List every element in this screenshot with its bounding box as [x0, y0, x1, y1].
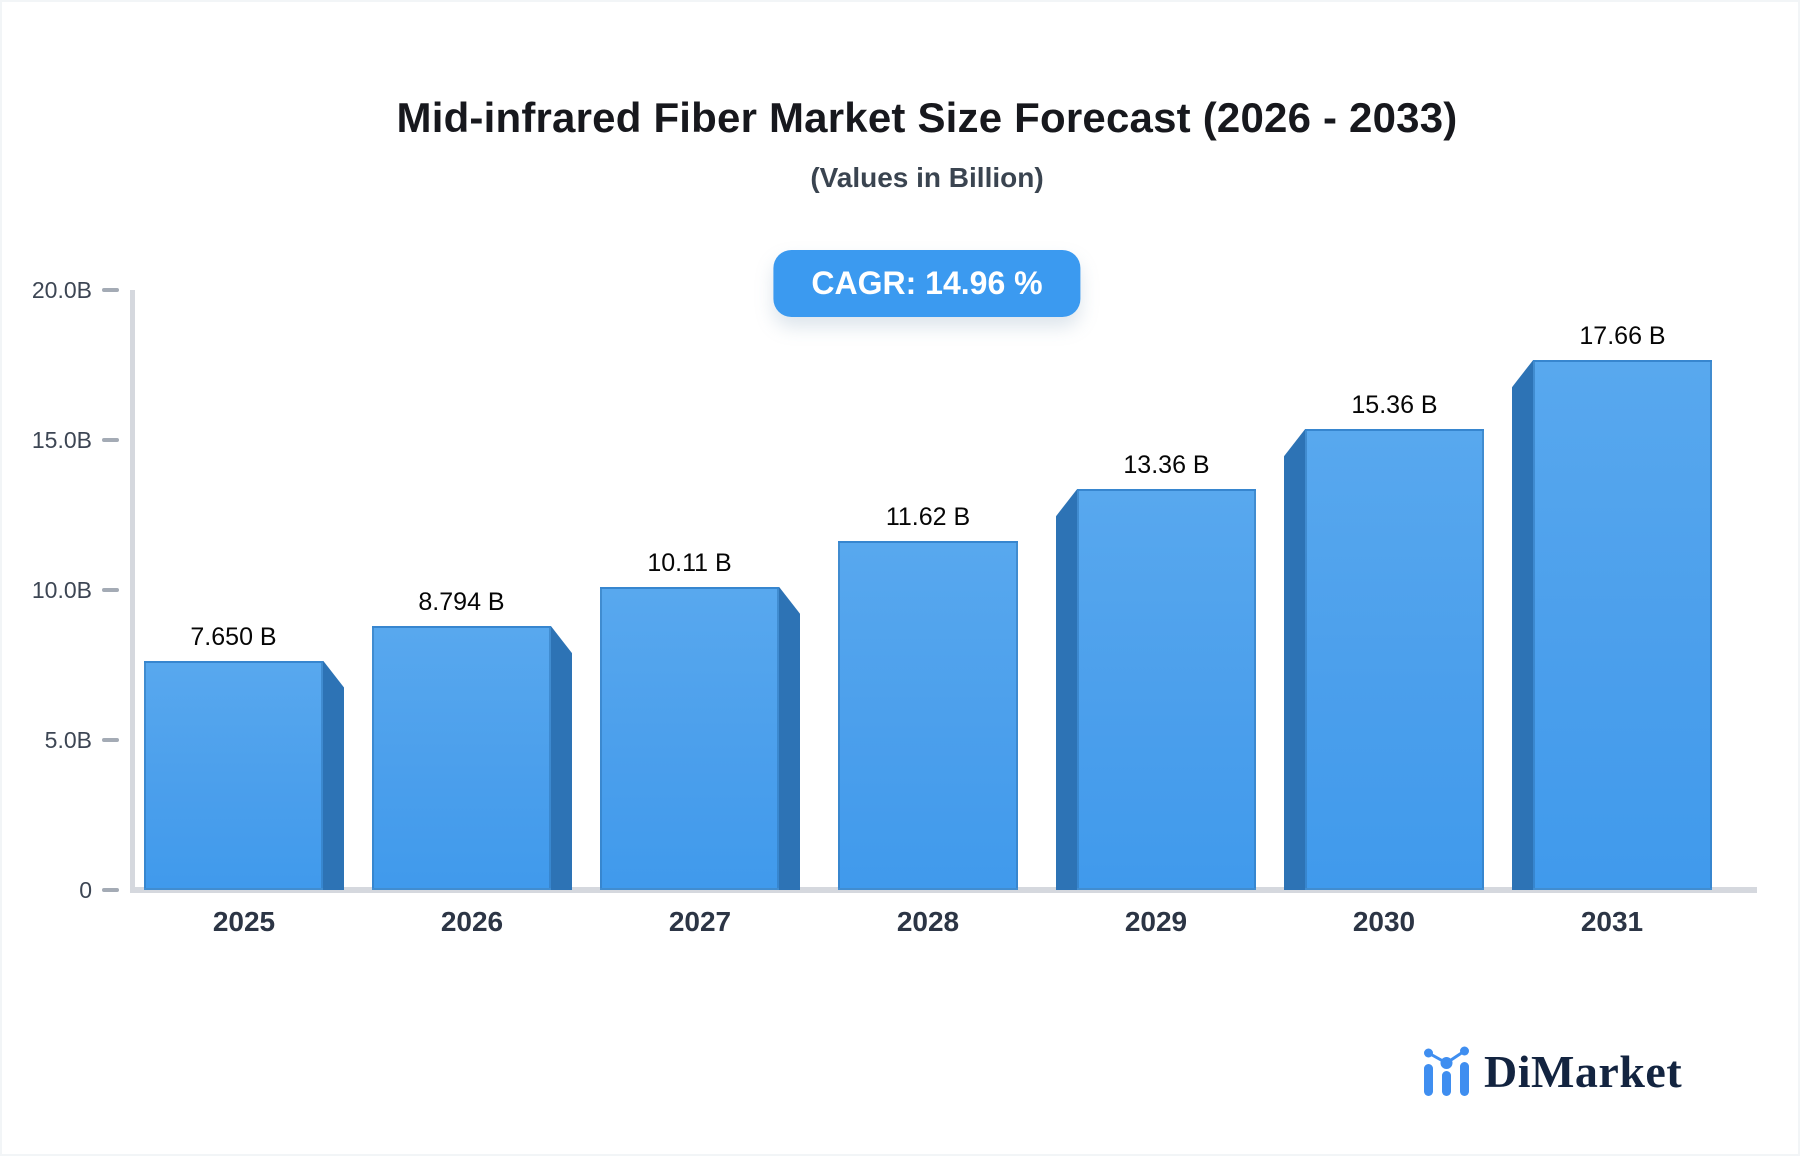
- bar-3d-side: [1284, 429, 1305, 890]
- bar-group: [600, 586, 800, 890]
- bar-value-label: 11.62 B: [885, 503, 971, 532]
- y-axis-tick-mark: [102, 438, 119, 442]
- x-axis-category-label: 2026: [440, 906, 504, 937]
- bar-group: [144, 660, 344, 890]
- bar: [1533, 360, 1712, 890]
- chart-subtitle: (Values in Billion): [810, 162, 1044, 193]
- bar: [1077, 489, 1256, 890]
- bar: [600, 586, 779, 890]
- bar: [1305, 429, 1484, 890]
- bar-value-label: 17.66 B: [1579, 322, 1666, 351]
- y-axis-line: [130, 290, 135, 893]
- x-axis-baseline: [130, 887, 1757, 893]
- bar-group: [1512, 360, 1712, 890]
- bar-value-label: 8.794 B: [418, 588, 505, 617]
- bar-3d-side: [323, 660, 344, 890]
- y-axis-tick-label: 0: [79, 877, 92, 903]
- bar-group: [372, 626, 572, 890]
- x-axis-category-label: 2030: [1352, 906, 1416, 937]
- y-axis-tick-label: 15.0B: [31, 427, 92, 453]
- bar-3d-side: [1512, 360, 1533, 890]
- bar-value-label: 7.650 B: [190, 622, 277, 651]
- chart-title: Mid-infrared Fiber Market Size Forecast …: [396, 94, 1458, 141]
- bar-value-label: 10.11 B: [647, 548, 732, 577]
- x-axis-category-label: 2029: [1124, 906, 1188, 937]
- bar-3d-side: [551, 626, 572, 890]
- y-axis-tick-label: 20.0B: [31, 277, 92, 303]
- logo-chart-icon: [1424, 1046, 1469, 1096]
- bar-group: [1056, 489, 1256, 890]
- y-axis-tick-mark: [102, 738, 119, 742]
- bar-group: [1284, 429, 1484, 890]
- y-axis-tick-mark: [102, 288, 119, 292]
- bar: [838, 541, 1018, 890]
- x-axis-category-label: 2028: [896, 906, 960, 937]
- y-axis-tick-label: 5.0B: [44, 727, 92, 753]
- bar-value-label: 13.36 B: [1123, 451, 1210, 480]
- bar-3d-side: [779, 586, 800, 890]
- bar-3d-side: [1056, 489, 1077, 890]
- y-axis-tick-label: 10.0B: [31, 577, 92, 603]
- bar-value-label: 15.36 B: [1351, 391, 1438, 420]
- x-axis-category-label: 2027: [668, 906, 732, 937]
- bar-group: [828, 541, 1028, 890]
- x-axis-category-label: 2025: [212, 906, 276, 937]
- cagr-badge: CAGR: 14.96 %: [773, 250, 1081, 317]
- y-axis-tick-mark: [102, 588, 119, 592]
- x-axis-category-label: 2031: [1580, 906, 1644, 937]
- y-axis-tick-mark: [102, 888, 119, 892]
- bar: [144, 660, 323, 890]
- brand-logo: DiMarket: [1422, 1044, 1682, 1098]
- bar: [372, 626, 551, 890]
- logo-text: DiMarket: [1484, 1046, 1683, 1097]
